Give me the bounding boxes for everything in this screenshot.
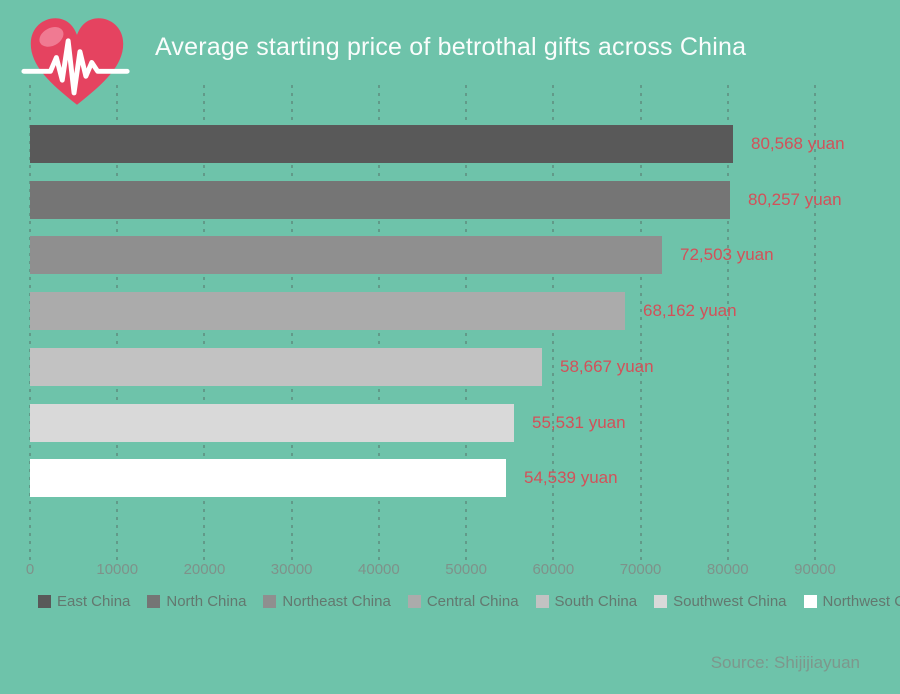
legend: East China North China Northeast China Cent… [38,593,900,610]
x-axis: 0 10000 20000 30000 40000 50000 60000 70000 8000… [0,561,900,585]
legend-swatch [803,595,817,608]
legend-label: North China [166,593,247,610]
bar [30,292,625,330]
legend-item: Northwest China [803,593,900,610]
bar-value-label: 68,162 yuan [643,301,737,320]
bar-row: 55,531 yuan [30,404,815,442]
legend-label: South China [554,593,638,610]
bar-value-label: 72,503 yuan [680,245,774,264]
x-tick-label: 60000 [532,561,575,578]
bar [30,348,542,386]
x-tick-label: 70000 [619,561,662,578]
legend-item: East China [38,593,130,610]
bar-value-label: 80,257 yuan [748,190,842,209]
gridline [726,85,729,560]
chart-title: Average starting price of betrothal gift… [155,33,747,61]
x-tick-label: 80000 [706,561,749,578]
bar [30,404,514,442]
plot-area: 80,568 yuan 80,257 yuan 72,503 yuan 68,162 … [29,85,845,560]
bar-row: 68,162 yuan [30,292,815,330]
bar-row: 80,568 yuan [30,125,845,163]
legend-swatch [263,595,277,608]
x-tick-label: 30000 [270,561,313,578]
x-tick-label: 90000 [794,561,836,578]
heart-ekg-icon [21,18,130,105]
source-credit: Source: Shijijiayuan [710,653,860,672]
legend-item: Northeast China [263,593,391,610]
legend-item: Central China [407,593,519,610]
ekg-line [21,38,130,96]
bar [30,236,662,274]
legend-label: Northeast China [282,593,391,610]
bar-row: 58,667 yuan [30,348,815,386]
legend-item: North China [147,593,246,610]
legend-swatch [147,595,161,608]
legend-swatch [38,595,51,608]
legend-label: Southwest China [673,593,787,610]
gridline [814,85,816,560]
bar [30,459,506,497]
bar-row: 72,503 yuan [30,236,815,274]
bar-value-label: 58,667 yuan [560,357,654,376]
legend-swatch [407,595,421,608]
x-tick-label: 10000 [96,561,139,578]
bar [30,125,733,163]
legend-swatch [535,595,549,608]
x-tick-label: 40000 [358,561,400,578]
heart-highlight [39,27,64,47]
legend-item: South China [535,593,638,610]
legend-label: Northwest China [822,593,900,610]
x-tick-label: 50000 [445,561,487,578]
bar-row: 80,257 yuan [30,181,842,219]
x-tick-label: 20000 [183,561,226,578]
legend-label: Central China [426,593,519,610]
legend-label: East China [57,593,131,610]
gridline [639,85,642,560]
bar-value-label: 80,568 yuan [751,134,845,153]
legend-item: Southwest China [654,593,787,610]
legend-swatch [654,595,668,608]
bar-row: 54,539 yuan [30,459,815,497]
bar-value-label: 55,531 yuan [532,413,626,432]
bar-value-label: 54,539 yuan [524,468,618,487]
x-tick-label: 0 [25,561,35,578]
bar [30,181,730,219]
